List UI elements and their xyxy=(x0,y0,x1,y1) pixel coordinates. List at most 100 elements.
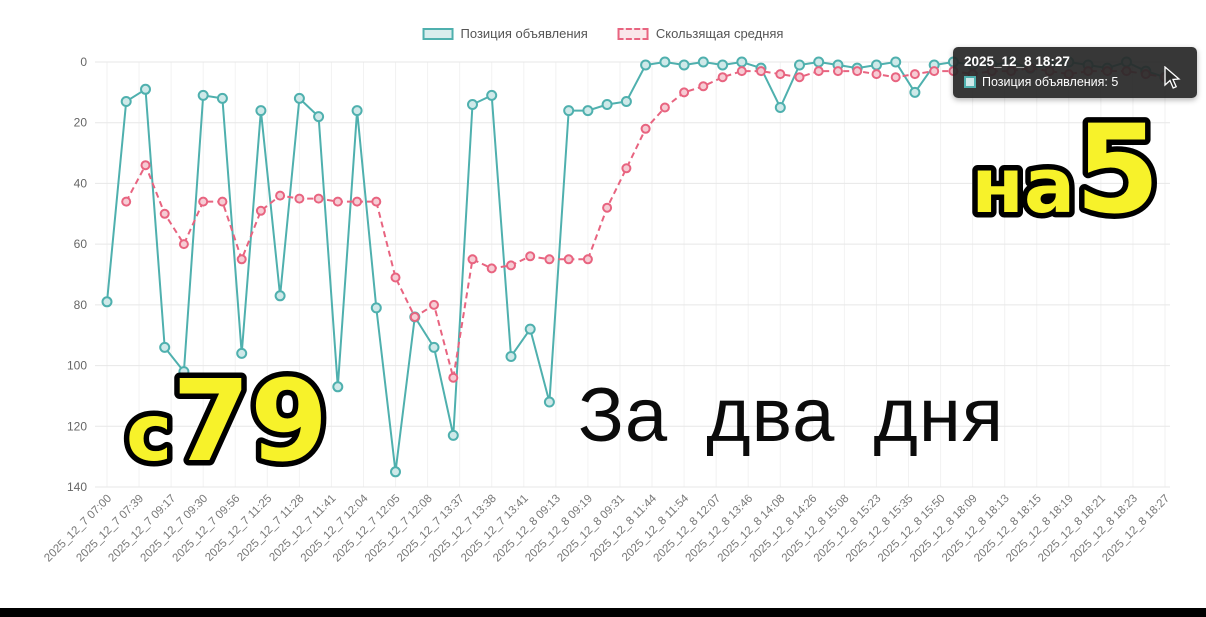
data-point-series-0[interactable] xyxy=(140,83,151,95)
data-point-series-1[interactable] xyxy=(429,299,439,310)
data-point-series-1[interactable] xyxy=(544,254,555,265)
data-point-series-0[interactable] xyxy=(390,466,401,478)
y-axis-tick-label: 80 xyxy=(74,298,88,312)
data-point-series-0[interactable] xyxy=(890,56,902,68)
legend-label-moving-average: Скользящая средняя xyxy=(655,26,784,41)
data-point-series-1[interactable] xyxy=(929,66,940,77)
data-point-series-0[interactable] xyxy=(486,89,498,101)
data-point-series-1[interactable] xyxy=(640,123,651,134)
data-point-series-1[interactable] xyxy=(621,163,632,174)
data-point-series-1[interactable] xyxy=(313,193,324,204)
data-point-series-0[interactable] xyxy=(159,341,171,353)
data-point-series-0[interactable] xyxy=(717,59,729,71)
data-point-series-0[interactable] xyxy=(659,56,671,68)
data-point-series-0[interactable] xyxy=(909,86,921,98)
data-point-series-1[interactable] xyxy=(659,102,670,113)
data-point-series-0[interactable] xyxy=(120,96,132,107)
data-point-series-0[interactable] xyxy=(332,381,344,393)
data-point-series-0[interactable] xyxy=(447,429,459,441)
data-point-series-1[interactable] xyxy=(775,69,786,80)
data-point-series-1[interactable] xyxy=(121,196,132,207)
data-point-series-1[interactable] xyxy=(275,190,286,201)
data-point-series-1[interactable] xyxy=(852,66,863,77)
y-axis-tick-label: 100 xyxy=(67,359,87,373)
data-point-series-0[interactable] xyxy=(293,92,305,104)
data-point-series-1[interactable] xyxy=(833,66,843,77)
data-point-series-1[interactable] xyxy=(371,196,382,207)
data-point-series-0[interactable] xyxy=(582,105,594,117)
data-point-series-0[interactable] xyxy=(236,347,248,359)
data-point-series-1[interactable] xyxy=(602,202,613,213)
data-point-series-0[interactable] xyxy=(871,59,882,71)
data-point-series-0[interactable] xyxy=(274,290,286,302)
data-point-series-1[interactable] xyxy=(506,260,516,271)
tooltip-row: Позиция объявления: 5 xyxy=(964,75,1186,89)
data-point-series-0[interactable] xyxy=(813,56,825,68)
data-point-series-1[interactable] xyxy=(794,72,805,83)
data-point-series-0[interactable] xyxy=(524,323,536,335)
data-point-series-0[interactable] xyxy=(370,302,382,314)
data-point-series-0[interactable] xyxy=(678,59,690,71)
data-point-series-0[interactable] xyxy=(563,105,575,117)
data-point-series-0[interactable] xyxy=(255,105,267,117)
data-point-series-0[interactable] xyxy=(794,59,805,71)
tooltip-series-value: Позиция объявления: 5 xyxy=(982,75,1119,89)
data-point-series-1[interactable] xyxy=(409,312,420,322)
mouse-cursor-icon xyxy=(1164,66,1181,89)
data-point-series-1[interactable] xyxy=(698,81,709,92)
data-point-series-0[interactable] xyxy=(467,99,478,110)
data-point-series-0[interactable] xyxy=(428,341,440,353)
legend-label-position: Позиция объявления xyxy=(460,26,588,41)
data-point-series-0[interactable] xyxy=(620,96,632,107)
series-line-1 xyxy=(125,67,1166,378)
data-point-series-1[interactable] xyxy=(909,69,920,80)
data-point-series-0[interactable] xyxy=(351,105,363,117)
y-axis-tick-label: 20 xyxy=(74,116,88,130)
data-point-series-1[interactable] xyxy=(890,72,901,83)
data-point-series-1[interactable] xyxy=(679,87,690,98)
data-point-series-1[interactable] xyxy=(236,254,247,265)
data-point-series-0[interactable] xyxy=(543,396,555,408)
data-point-series-1[interactable] xyxy=(486,263,497,274)
data-point-series-0[interactable] xyxy=(774,102,786,113)
legend-swatch-moving-average-icon xyxy=(617,27,649,40)
data-point-series-1[interactable] xyxy=(582,254,593,265)
data-point-series-1[interactable] xyxy=(813,66,824,77)
data-point-series-0[interactable] xyxy=(101,296,113,308)
data-point-series-1[interactable] xyxy=(448,372,459,383)
data-point-series-1[interactable] xyxy=(198,196,209,207)
data-point-series-1[interactable] xyxy=(525,251,536,262)
data-point-series-0[interactable] xyxy=(736,56,748,68)
data-point-series-1[interactable] xyxy=(217,196,228,207)
data-point-series-0[interactable] xyxy=(697,56,709,68)
data-point-series-1[interactable] xyxy=(871,69,882,80)
y-axis-tick-label: 60 xyxy=(74,237,88,251)
data-point-series-1[interactable] xyxy=(332,196,343,207)
data-point-series-1[interactable] xyxy=(159,208,170,219)
data-point-series-0[interactable] xyxy=(601,99,613,110)
legend-item-position[interactable]: Позиция объявления xyxy=(422,26,588,41)
data-point-series-1[interactable] xyxy=(563,254,574,265)
legend-item-moving-average[interactable]: Скользящая средняя xyxy=(617,26,784,41)
tooltip-title: 2025_12_8 18:27 xyxy=(964,54,1070,69)
data-point-series-1[interactable] xyxy=(390,272,401,283)
chart-tooltip: 2025_12_8 18:27 Позиция объявления: 5 xyxy=(953,47,1197,98)
tooltip-series-swatch-icon xyxy=(964,76,976,88)
data-point-series-0[interactable] xyxy=(216,92,228,104)
data-point-series-1[interactable] xyxy=(736,66,747,77)
data-point-series-1[interactable] xyxy=(255,205,266,216)
data-point-series-0[interactable] xyxy=(313,111,325,123)
data-point-series-1[interactable] xyxy=(294,193,305,204)
data-point-series-1[interactable] xyxy=(756,66,766,77)
data-point-series-0[interactable] xyxy=(178,366,190,378)
data-point-series-1[interactable] xyxy=(467,254,478,265)
data-point-series-1[interactable] xyxy=(178,239,189,250)
data-point-series-1[interactable] xyxy=(717,72,728,83)
data-point-series-0[interactable] xyxy=(197,89,209,101)
data-point-series-0[interactable] xyxy=(640,59,652,71)
data-point-series-0[interactable] xyxy=(505,351,517,362)
data-point-series-1[interactable] xyxy=(140,160,151,171)
data-point-series-1[interactable] xyxy=(352,196,363,207)
